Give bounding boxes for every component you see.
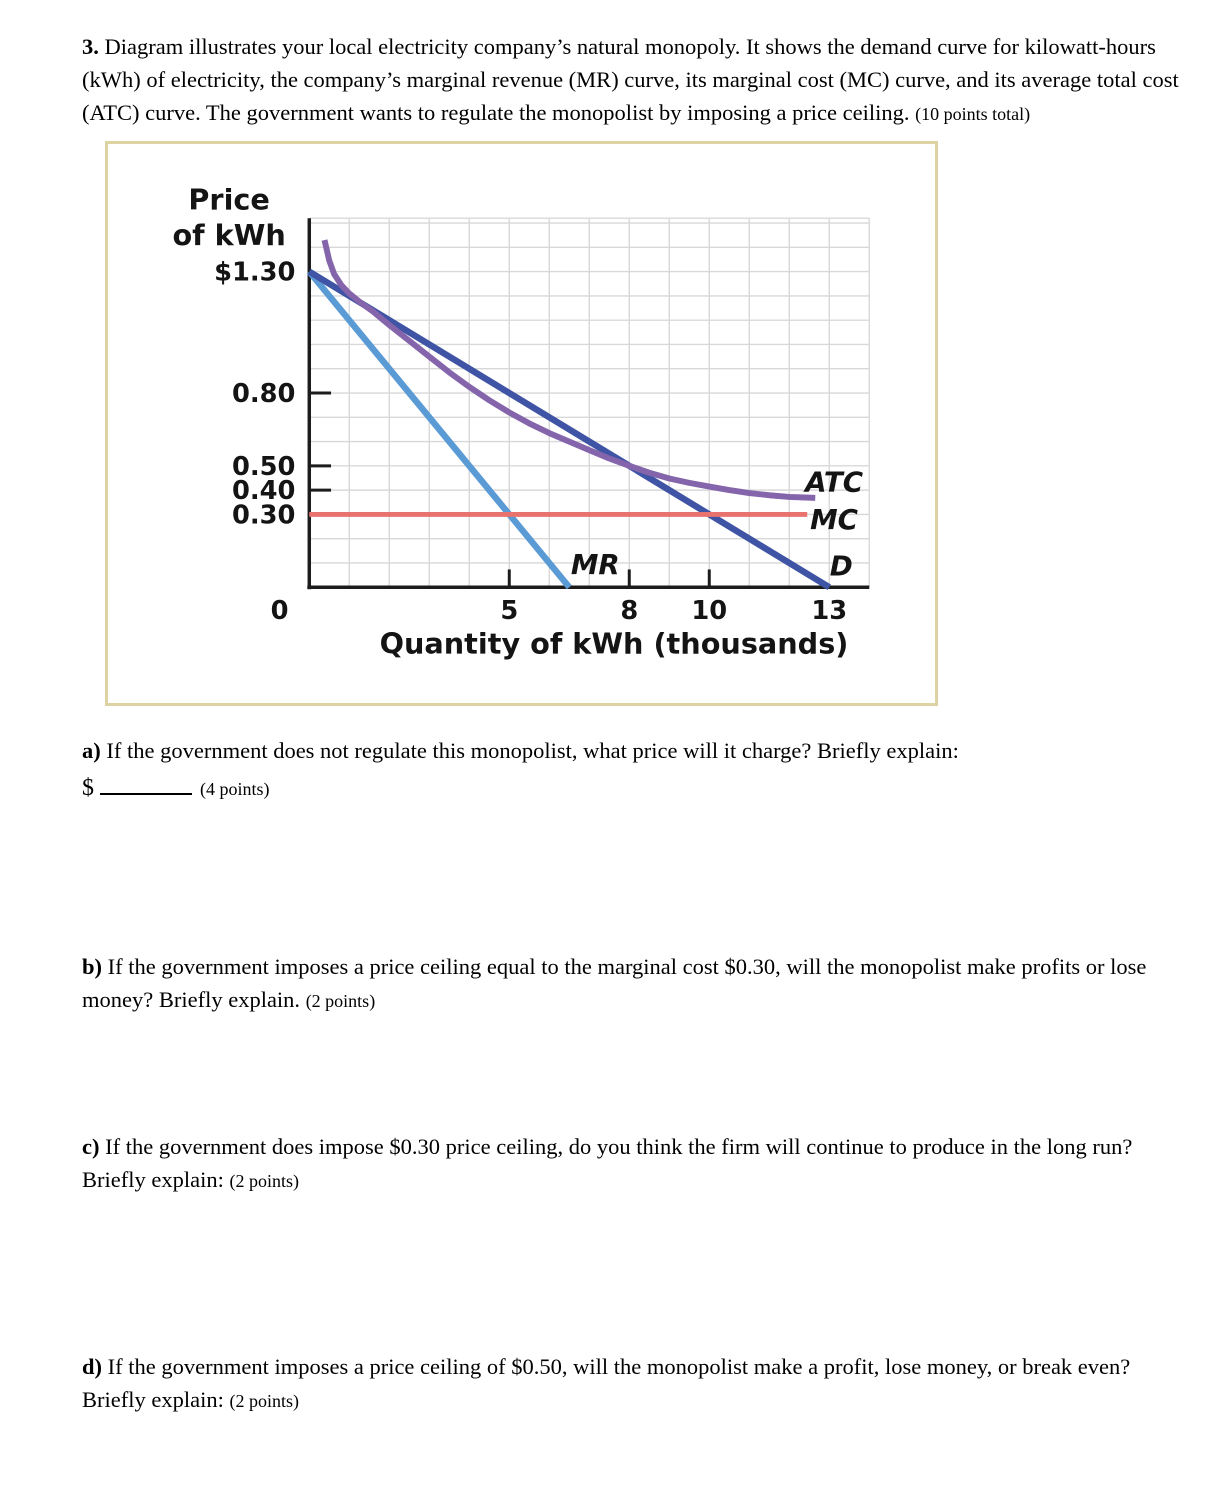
question-a-text: If the government does not regulate this… [106,738,959,763]
y-tick-label: 0.40 [232,476,295,506]
x-tick-label: 0 [271,596,289,626]
x-axis-title: Quantity of kWh (thousands) [380,627,849,661]
mr-curve [306,269,572,590]
monopoly-chart: MR D MC ATC 0 5 8 10 13 $1.30 0.80 0.500.400.30 Pric… [172,182,870,661]
question-b-text: If the government imposes a price ceilin… [82,954,1147,1012]
answer-line-a: $ (4 points) [82,771,1192,802]
question-a-label: a) [82,738,101,763]
question-b: b) If the government imposes a price cei… [82,950,1192,1018]
question-c: c) If the government does impose $0.30 p… [82,1130,1192,1198]
chart-frame: MR D MC ATC 0 5 8 10 13 $1.30 0.80 0.50 0.40 0.30 Pric… [105,141,938,706]
dollar-sign: $ [82,775,94,801]
y-tick-label: 0.50 [232,452,295,482]
curve-label-mc: MC [810,503,859,536]
answer-blank [100,771,192,795]
atc-curve [321,239,816,501]
question-c-label: c) [82,1134,100,1159]
y-axis-title: of kWh [172,218,285,252]
question-d-label: d) [82,1354,103,1379]
question-d-text: If the government imposes a price ceilin… [82,1354,1131,1412]
y-axis-title: Price [188,182,269,216]
question-c-text: If the government does impose $0.30 pric… [82,1134,1133,1192]
question-intro: 3. Diagram illustrates your local electr… [82,30,1192,131]
question-b-label: b) [82,954,103,979]
curve-label-atc: ATC [803,466,864,499]
curve-label-mr: MR [571,548,620,581]
curve-label-d: D [830,549,853,582]
question-c-points: (2 points) [229,1171,299,1191]
worksheet-page: 3. Diagram illustrates your local electr… [82,30,1192,1418]
y-tick-label: $1.30 [214,258,295,288]
question-number: 3. [82,34,99,59]
x-tick-label: 13 [811,596,847,626]
question-d-points: (2 points) [229,1391,299,1411]
y-tick-label: 0.30 [232,500,295,530]
y-tick-label: 0.80 [232,379,295,409]
question-d: d) If the government imposes a price cei… [82,1350,1192,1418]
question-a-points: (4 points) [200,779,270,799]
question-a: a) If the government does not regulate t… [82,734,1192,767]
x-tick-label: 10 [691,596,727,626]
question-intro-text: Diagram illustrates your local electrici… [82,34,1179,125]
d-curve [307,268,831,590]
x-tick-label: 8 [620,596,638,626]
question-intro-points: (10 points total) [915,104,1031,124]
question-b-points: (2 points) [305,991,376,1011]
x-tick-label: 5 [500,596,518,626]
